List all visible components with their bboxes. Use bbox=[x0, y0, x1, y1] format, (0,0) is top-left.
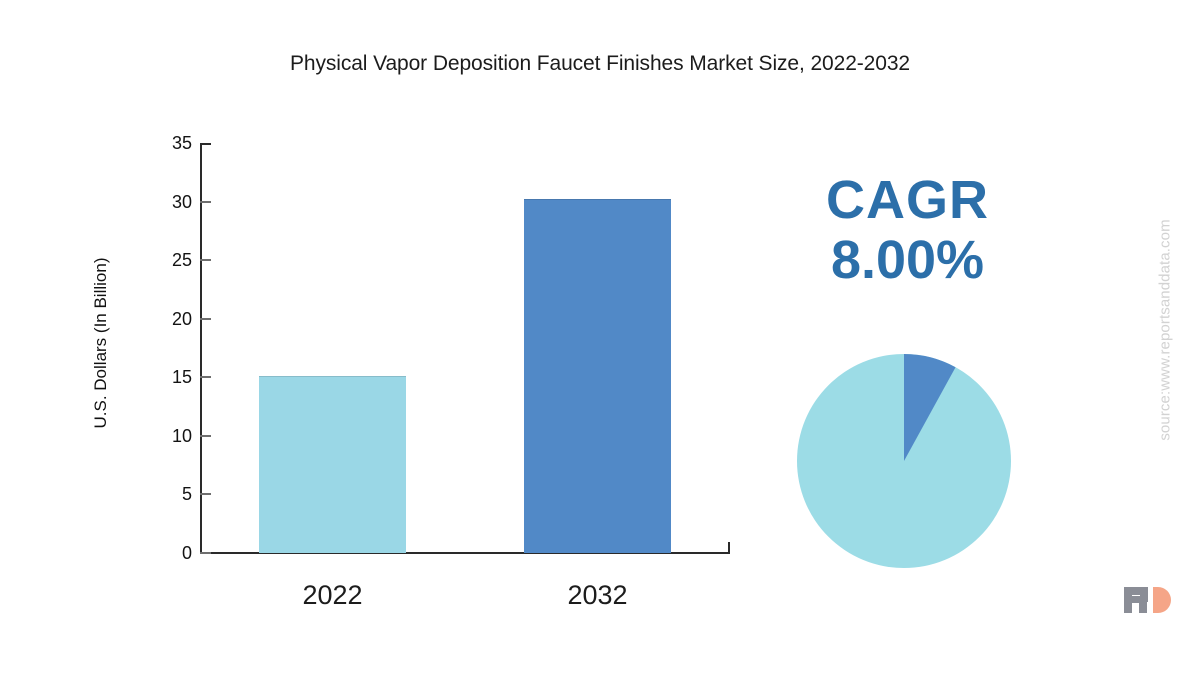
y-axis-top-cap bbox=[200, 143, 211, 145]
source-watermark: source:www.reportsanddata.com bbox=[1152, 180, 1178, 480]
page-title: Physical Vapor Deposition Faucet Finishe… bbox=[289, 52, 911, 75]
y-axis-tick bbox=[200, 493, 211, 496]
logo-letter-d bbox=[1153, 587, 1171, 613]
y-axis-tick bbox=[200, 259, 211, 262]
brand-logo bbox=[1124, 585, 1182, 615]
x-axis-right-cap bbox=[728, 542, 730, 554]
y-axis-tick-label: 30 bbox=[171, 191, 192, 212]
x-axis-label-2022: 2022 bbox=[302, 580, 363, 610]
y-axis-tick-label: 5 bbox=[181, 484, 192, 505]
bar-2022 bbox=[259, 376, 406, 553]
y-axis-tick-label: 0 bbox=[181, 543, 192, 563]
bar-2032 bbox=[524, 199, 671, 553]
x-axis-line bbox=[200, 552, 730, 554]
cagr-callout: CAGR 8.00% bbox=[795, 172, 1020, 291]
pie-chart-svg bbox=[797, 354, 1011, 568]
y-axis-tick-label: 15 bbox=[171, 367, 192, 388]
pie-chart bbox=[797, 354, 1011, 568]
brand-logo-icon bbox=[1124, 587, 1171, 613]
y-axis-tick bbox=[200, 552, 211, 554]
cagr-label: CAGR bbox=[826, 170, 989, 230]
y-axis-tick-label: 35 bbox=[171, 133, 192, 153]
y-axis-title-label: U.S. Dollars (In Billion) bbox=[91, 257, 110, 428]
y-axis-tick bbox=[200, 376, 211, 379]
y-axis-tick bbox=[200, 317, 211, 320]
logo-letter-r bbox=[1124, 587, 1148, 613]
y-axis-tick bbox=[200, 200, 211, 203]
y-axis-title: U.S. Dollars (In Billion) bbox=[88, 130, 114, 555]
pie-slice-cagr bbox=[904, 354, 956, 461]
cagr-value: 8.00% bbox=[830, 230, 985, 291]
y-axis-line bbox=[200, 143, 202, 554]
y-axis-tick-labels: 0 5 10 15 20 25 30 35 bbox=[148, 0, 192, 674]
y-axis-tick-label: 10 bbox=[171, 425, 192, 446]
x-axis-label-2032: 2032 bbox=[567, 580, 628, 610]
y-axis-tick bbox=[200, 434, 211, 437]
source-watermark-label: source:www.reportsanddata.com bbox=[1156, 219, 1174, 441]
y-axis-tick-label: 25 bbox=[171, 250, 192, 271]
y-axis-tick-label: 20 bbox=[171, 308, 192, 329]
